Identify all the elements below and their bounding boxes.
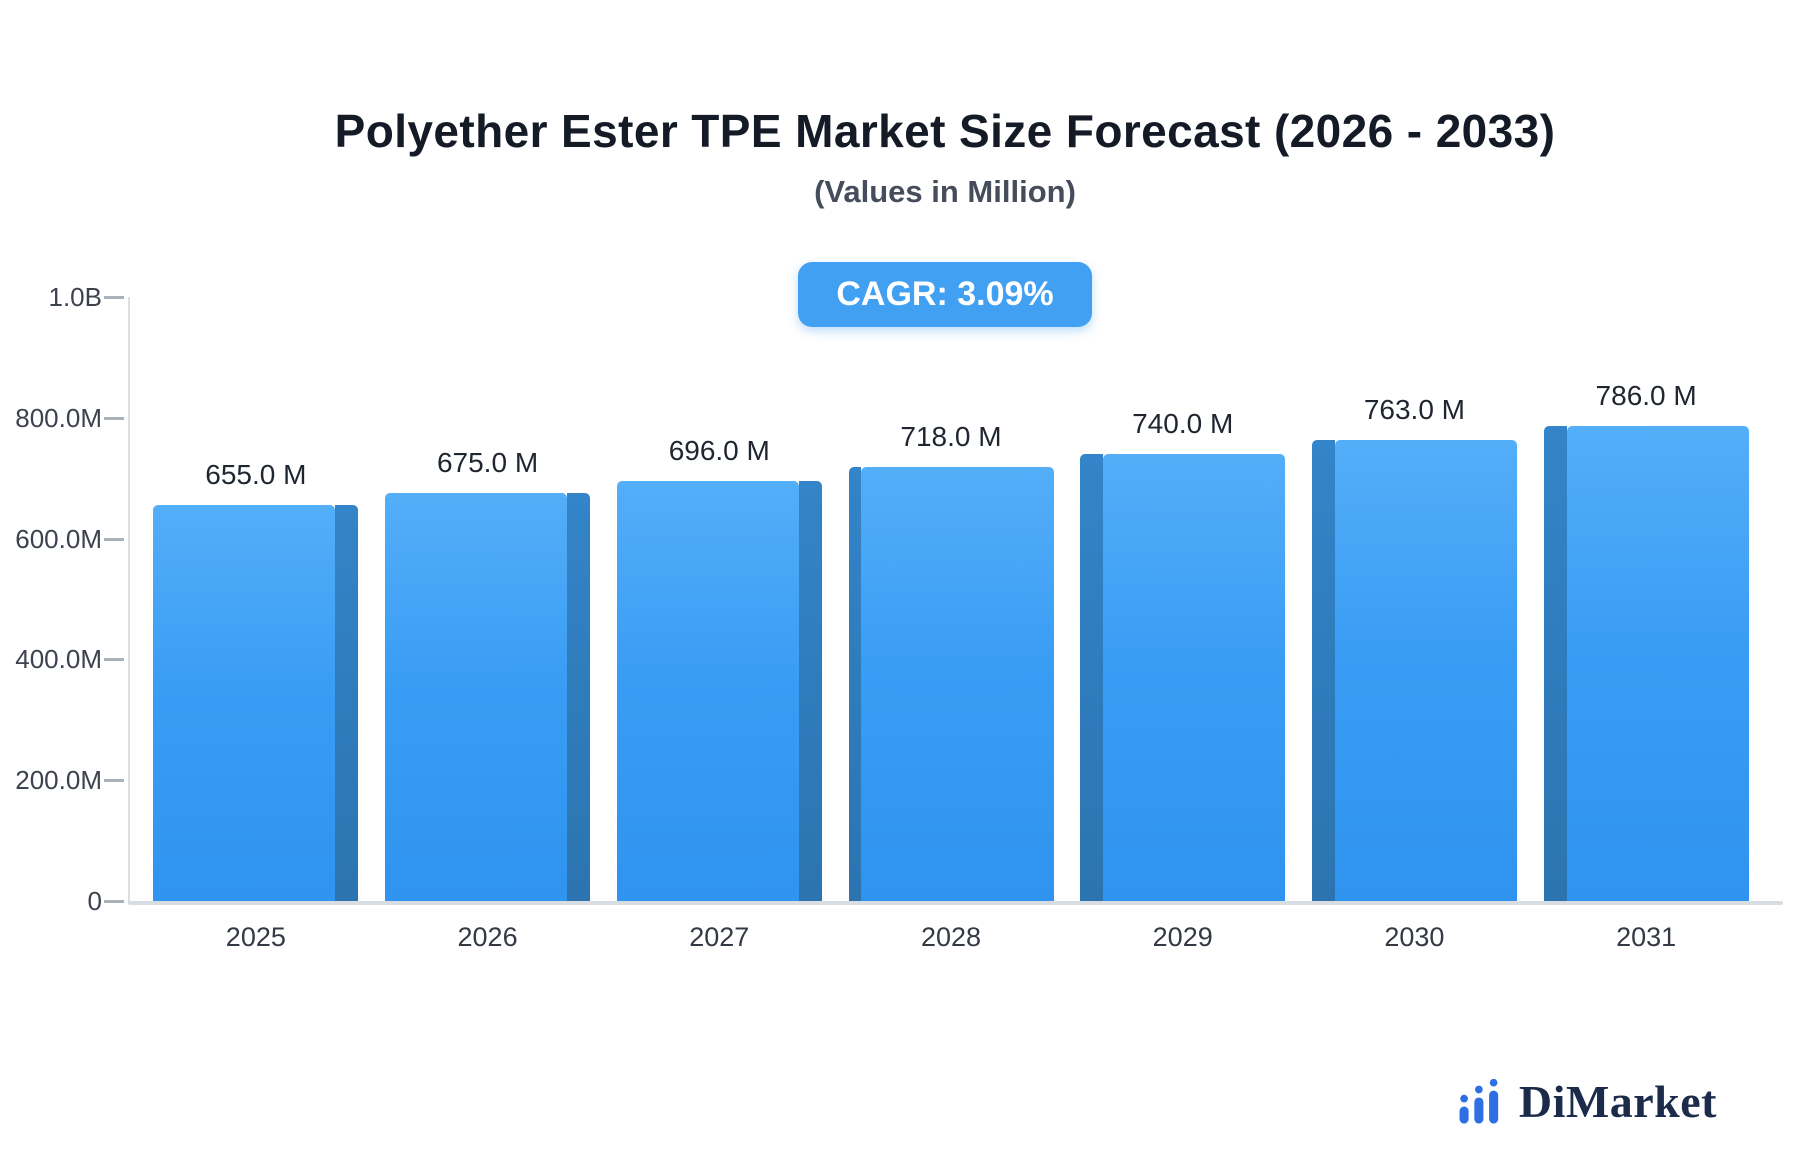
bar-front-face <box>153 505 336 901</box>
x-axis-line <box>128 901 1783 905</box>
y-tick-mark <box>104 416 124 420</box>
y-axis-line <box>128 297 130 903</box>
bar-side-face <box>1543 426 1567 901</box>
x-tick-label: 2030 <box>1384 922 1445 952</box>
bar-2031 <box>1543 426 1749 901</box>
bar-value-label: 696.0 M <box>668 434 770 466</box>
bar-front-face <box>1334 440 1517 901</box>
bar-side-face <box>1080 454 1104 901</box>
x-tick-label: 2025 <box>225 922 286 952</box>
bar-chart-icon <box>1459 1078 1499 1124</box>
x-tick-label: 2027 <box>689 922 750 952</box>
bar-front-face <box>1566 426 1749 901</box>
bar-2025 <box>153 505 359 901</box>
chart-subtitle: (Values in Million) <box>814 174 1076 209</box>
bar-2030 <box>1311 440 1517 901</box>
bar-2027 <box>616 480 822 901</box>
cagr-badge-row: CAGR: 3.09% <box>130 262 1760 327</box>
x-tick-label: 2028 <box>920 922 982 952</box>
bar-side-face <box>798 480 822 901</box>
y-tick-mark <box>104 658 124 662</box>
bar-value-label: 655.0 M <box>205 459 307 491</box>
bar-value-label: 786.0 M <box>1595 380 1697 412</box>
bar-front-face <box>385 493 568 901</box>
y-tick-mark <box>104 296 124 299</box>
bar-value-label: 718.0 M <box>900 421 1002 453</box>
y-tick-label: 400.0M <box>15 644 102 675</box>
y-tick-mark <box>104 537 124 541</box>
chart-title: Polyether Ester TPE Market Size Forecast… <box>334 105 1556 157</box>
x-tick-label: 2026 <box>457 922 518 952</box>
y-tick-mark <box>104 779 124 783</box>
x-tick-label: 2029 <box>1152 922 1213 952</box>
bar-2029 <box>1080 454 1286 901</box>
y-tick-label: 0 <box>87 886 102 916</box>
x-tick-label: 2031 <box>1616 922 1677 952</box>
bar-2026 <box>385 493 591 901</box>
y-tick-label: 1.0B <box>48 282 103 312</box>
bar-2028 <box>848 467 1054 901</box>
bar-value-label: 763.0 M <box>1363 394 1465 426</box>
y-tick-mark <box>104 900 124 903</box>
bar-value-label: 675.0 M <box>436 447 539 479</box>
bar-side-face <box>848 467 861 901</box>
bar-side-face <box>567 493 591 901</box>
y-tick-label: 200.0M <box>15 765 102 796</box>
bar-front-face <box>1103 454 1286 901</box>
logo-text: DiMarket <box>1518 1076 1717 1127</box>
y-tick-label: 600.0M <box>15 523 102 554</box>
cagr-badge: CAGR: 3.09% <box>798 262 1092 327</box>
bar-side-face <box>1311 440 1335 901</box>
bar-value-label: 740.0 M <box>1132 408 1234 440</box>
y-tick-label: 800.0M <box>15 402 102 433</box>
bar-front-face <box>860 467 1054 901</box>
dimarket-logo: DiMarket <box>1455 1075 1717 1128</box>
bar-side-face <box>335 505 359 901</box>
bar-front-face <box>616 480 799 901</box>
